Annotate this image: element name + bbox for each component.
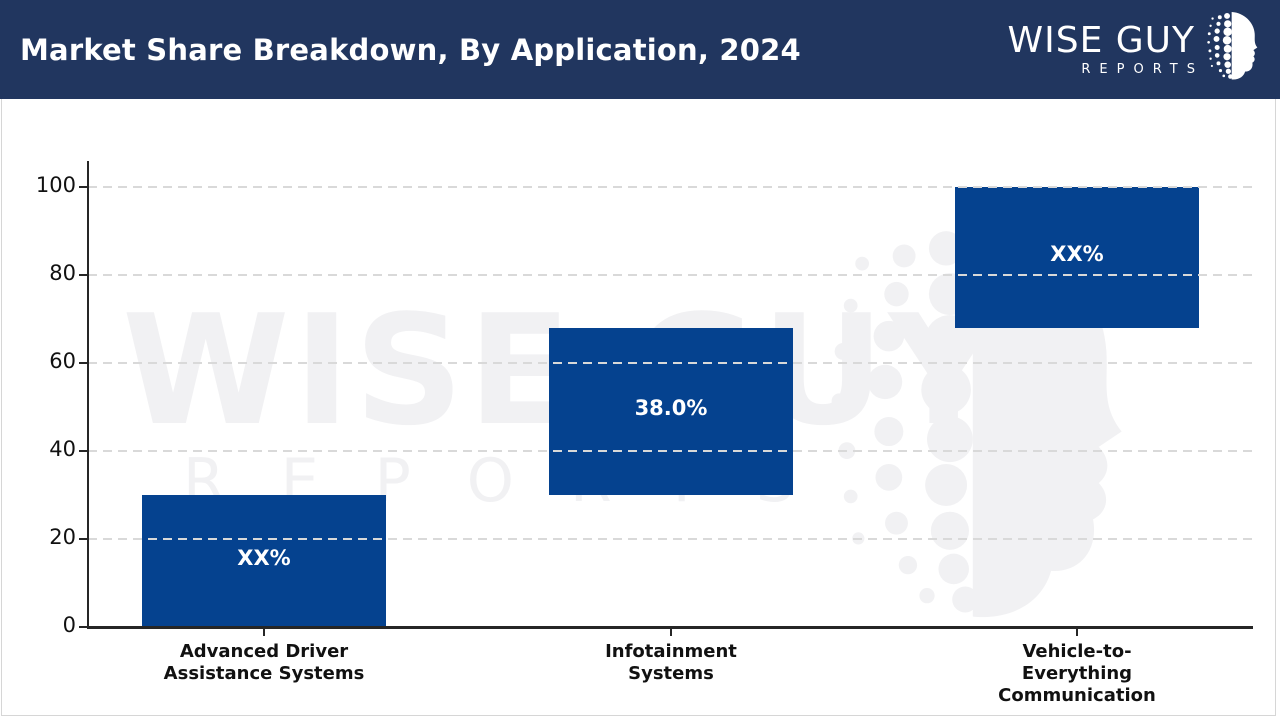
gridline bbox=[88, 450, 1253, 452]
x-axis-category-label: Infotainment Systems bbox=[605, 641, 737, 684]
logo-wordmark: WISE GUY bbox=[1007, 20, 1195, 61]
y-tick-label: 60 bbox=[49, 349, 76, 373]
x-axis-line bbox=[87, 626, 1253, 629]
bar-segment bbox=[142, 495, 386, 627]
gridline bbox=[88, 274, 1253, 276]
bar-label: XX% bbox=[237, 546, 291, 570]
gridline bbox=[88, 538, 1253, 540]
y-tick bbox=[79, 362, 88, 364]
y-tick-label: 80 bbox=[49, 261, 76, 285]
page-title: Market Share Breakdown, By Application, … bbox=[20, 32, 801, 67]
x-tick bbox=[1076, 629, 1078, 636]
gridline bbox=[88, 186, 1253, 188]
wiseguy-logo-text: WISE GUY REPORTS bbox=[1007, 20, 1196, 77]
y-tick bbox=[79, 538, 88, 540]
y-tick-label: 0 bbox=[62, 613, 76, 637]
wiseguy-logo: WISE GUY REPORTS bbox=[1008, 10, 1265, 89]
y-tick-label: 100 bbox=[35, 173, 76, 197]
y-tick bbox=[79, 186, 88, 188]
bar-label: 38.0% bbox=[634, 396, 708, 421]
gridline bbox=[88, 362, 1253, 364]
x-tick bbox=[670, 629, 672, 636]
y-tick bbox=[79, 450, 88, 452]
y-tick-label: 40 bbox=[49, 437, 76, 461]
bar-segment bbox=[549, 327, 793, 495]
wiseguy-face-icon bbox=[1207, 11, 1258, 80]
header: Market Share Breakdown, By Application, … bbox=[0, 0, 1280, 99]
y-axis-line bbox=[87, 161, 89, 627]
logo-subtitle: REPORTS bbox=[1081, 62, 1204, 77]
bar-label: XX% bbox=[1050, 242, 1104, 267]
x-axis-category-label: Advanced Driver Assistance Systems bbox=[163, 641, 365, 684]
y-tick-label: 20 bbox=[49, 525, 76, 549]
y-tick bbox=[79, 274, 88, 276]
bar-segment bbox=[955, 187, 1199, 328]
y-tick bbox=[79, 626, 88, 628]
x-tick bbox=[263, 629, 265, 636]
x-axis-category-label: Vehicle-to- Everything Communication bbox=[998, 641, 1156, 706]
